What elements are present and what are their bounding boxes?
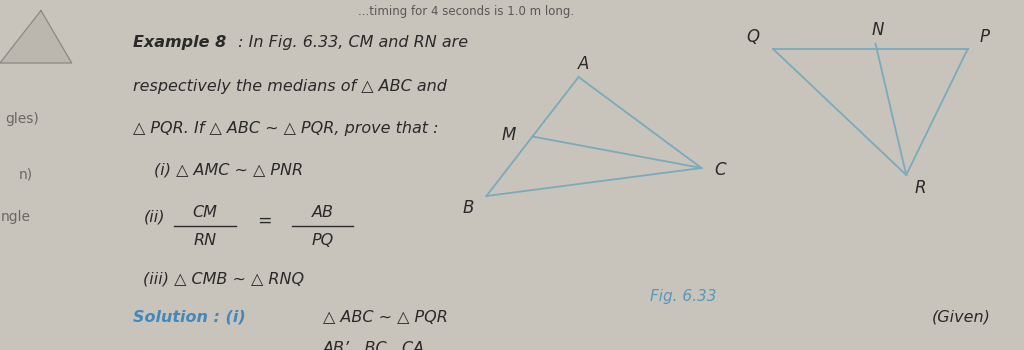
Polygon shape [0, 10, 72, 63]
Text: CM: CM [193, 205, 217, 220]
Text: (ii): (ii) [143, 210, 165, 225]
Text: (Given): (Given) [932, 310, 990, 325]
Text: P: P [980, 28, 990, 46]
Text: respectively the medians of △ ABC and: respectively the medians of △ ABC and [133, 79, 447, 94]
Text: A: A [578, 55, 590, 73]
Text: Fig. 6.33: Fig. 6.33 [650, 289, 717, 304]
Text: △ PQR. If △ ABC ~ △ PQR, prove that :: △ PQR. If △ ABC ~ △ PQR, prove that : [133, 121, 438, 136]
Text: Example 8: Example 8 [133, 35, 226, 50]
Text: (iii) △ CMB ~ △ RNQ: (iii) △ CMB ~ △ RNQ [143, 271, 304, 286]
Text: C: C [715, 161, 726, 179]
Text: AB’   BC   CA: AB’ BC CA [323, 341, 425, 350]
Text: N: N [871, 21, 884, 39]
Text: ...timing for 4 seconds is 1.0 m long.: ...timing for 4 seconds is 1.0 m long. [358, 5, 574, 18]
Text: : In Fig. 6.33, CM and RN are: : In Fig. 6.33, CM and RN are [233, 35, 469, 50]
Text: (i) △ AMC ~ △ PNR: (i) △ AMC ~ △ PNR [154, 163, 303, 178]
Text: RN: RN [194, 233, 216, 248]
Text: R: R [914, 179, 926, 197]
Text: AB: AB [311, 205, 334, 220]
Text: =: = [257, 212, 271, 230]
Text: Q: Q [746, 28, 760, 46]
Text: ngle: ngle [1, 210, 31, 224]
Text: n): n) [18, 168, 33, 182]
Text: Solution : (i): Solution : (i) [133, 310, 246, 325]
Text: PQ: PQ [311, 233, 334, 248]
Text: B: B [462, 199, 474, 217]
Text: gles): gles) [5, 112, 39, 126]
Text: M: M [502, 126, 516, 144]
Text: △ ABC ~ △ PQR: △ ABC ~ △ PQR [323, 310, 447, 325]
